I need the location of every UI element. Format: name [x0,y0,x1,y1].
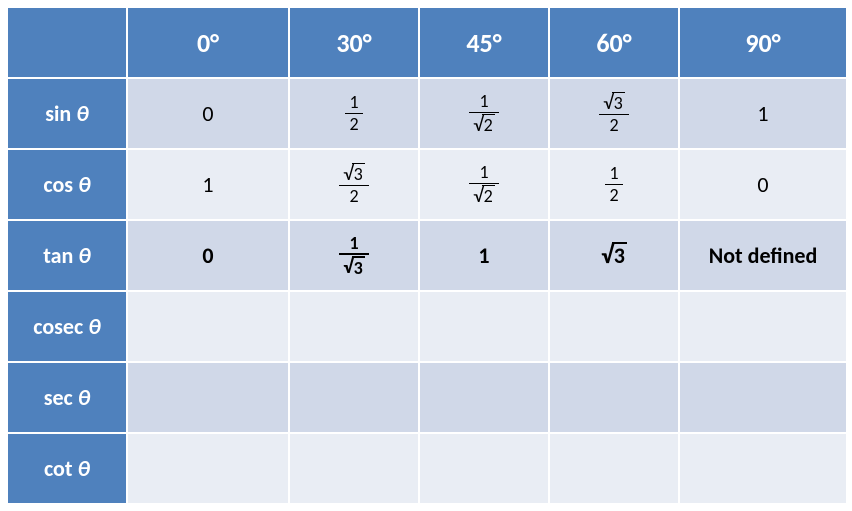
cell-sin-4: 1 [679,78,847,149]
cell-sin-1: 12 [289,78,419,149]
cell-cosec-1 [289,291,419,362]
cell-tan-0: 0 [127,220,289,291]
cell-cot-4 [679,433,847,504]
cell-cot-1 [289,433,419,504]
table-row: sin θ0121√2√321 [7,78,847,149]
cell-tan-2: 1 [419,220,549,291]
header-blank [7,7,127,78]
cell-cos-0: 1 [127,149,289,220]
header-angle-5: 90° [679,7,847,78]
cell-cos-1: √32 [289,149,419,220]
cell-tan-1: 1√3 [289,220,419,291]
header-angle-4: 60° [549,7,679,78]
table-row: sec θ [7,362,847,433]
cell-sin-2: 1√2 [419,78,549,149]
row-header-cos: cos θ [7,149,127,220]
cell-sec-0 [127,362,289,433]
table-body: sin θ0121√2√321cos θ1√321√2120tan θ01√31… [7,78,847,504]
table-row: cot θ [7,433,847,504]
table-row: cos θ1√321√2120 [7,149,847,220]
row-header-tan: tan θ [7,220,127,291]
cell-tan-4: Not defined [679,220,847,291]
cell-sec-3 [549,362,679,433]
cell-sin-3: √32 [549,78,679,149]
header-angle-2: 30° [289,7,419,78]
row-header-sin: sin θ [7,78,127,149]
cell-cosec-3 [549,291,679,362]
cell-sec-2 [419,362,549,433]
header-angle-3: 45° [419,7,549,78]
cell-cot-0 [127,433,289,504]
table-row: tan θ01√31√3Not defined [7,220,847,291]
cell-cot-2 [419,433,549,504]
cell-sin-0: 0 [127,78,289,149]
cell-cosec-4 [679,291,847,362]
table-header-row: 0°30°45°60°90° [7,7,847,78]
row-header-cot: cot θ [7,433,127,504]
cell-cosec-2 [419,291,549,362]
row-header-sec: sec θ [7,362,127,433]
cell-cos-2: 1√2 [419,149,549,220]
table-row: cosec θ [7,291,847,362]
cell-sec-4 [679,362,847,433]
cell-cosec-0 [127,291,289,362]
row-header-cosec: cosec θ [7,291,127,362]
cell-cos-3: 12 [549,149,679,220]
cell-cot-3 [549,433,679,504]
header-angle-1: 0° [127,7,289,78]
cell-sec-1 [289,362,419,433]
cell-tan-3: √3 [549,220,679,291]
trig-values-table: 0°30°45°60°90° sin θ0121√2√321cos θ1√321… [6,6,848,505]
cell-cos-4: 0 [679,149,847,220]
